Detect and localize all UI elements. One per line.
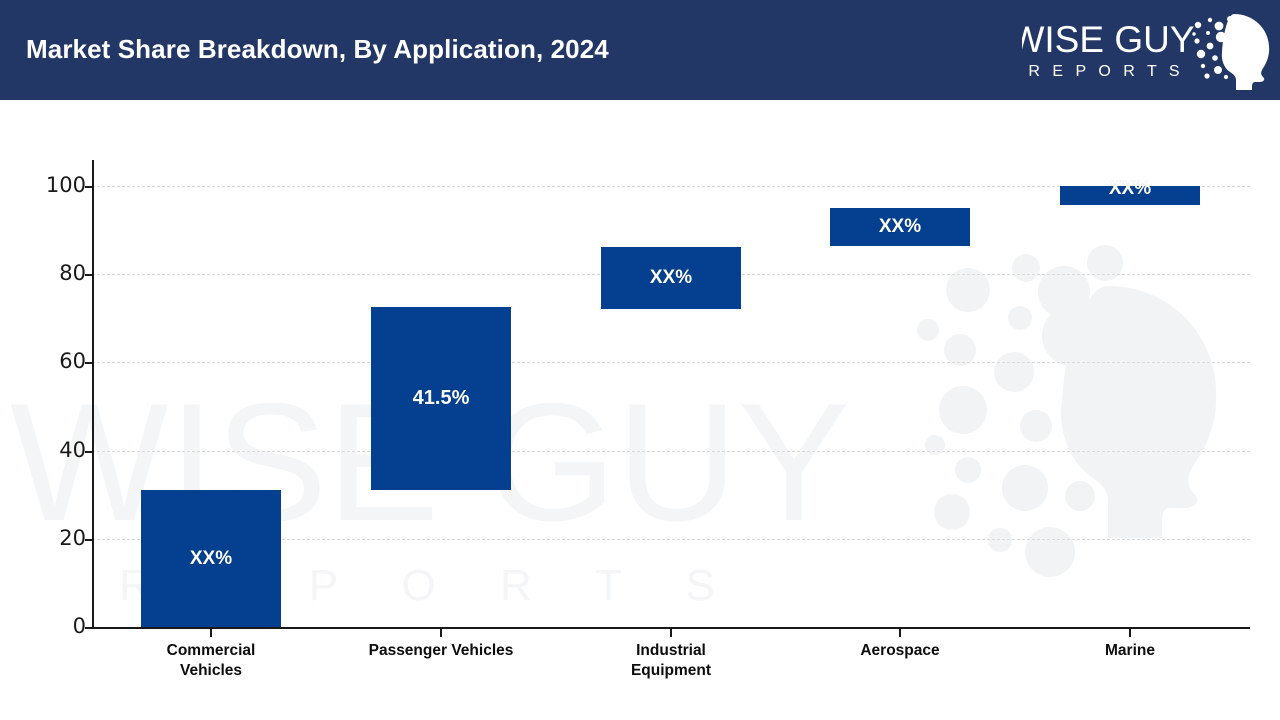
y-tick-label-80: 80 bbox=[59, 261, 86, 285]
x-tick-mark-aerospace bbox=[899, 629, 901, 637]
x-tick-label-commercial-vehicles: Commercial Vehicles bbox=[96, 641, 326, 681]
gridline-100 bbox=[92, 186, 1250, 187]
wise-guy-reports-logo: WISE GUY R E P O R T S bbox=[1009, 8, 1274, 92]
bar-label-aerospace: XX% bbox=[878, 216, 922, 237]
y-tick-mark-40 bbox=[85, 451, 92, 453]
x-tick-label-passenger-vehicles: Passenger Vehicles bbox=[326, 641, 556, 661]
logo-head-icon bbox=[1221, 14, 1270, 90]
logo-svg: WISE GUY R E P O R T S bbox=[1009, 14, 1270, 90]
page-title: Market Share Breakdown, By Application, … bbox=[26, 34, 609, 64]
x-tick-label-aerospace: Aerospace bbox=[785, 641, 1015, 661]
y-tick-label-60: 60 bbox=[59, 349, 86, 373]
x-tick-label-line-2: Vehicles bbox=[179, 662, 243, 679]
bar-label-passenger-vehicles: 41.5% bbox=[412, 387, 470, 409]
y-tick-mark-80 bbox=[85, 274, 92, 276]
x-tick-mark-commercial-vehicles bbox=[210, 629, 212, 637]
x-tick-label-industrial-equipment: Industrial Equipment bbox=[556, 641, 786, 681]
x-tick-mark-marine bbox=[1129, 629, 1131, 637]
gridline-20 bbox=[92, 539, 1250, 540]
x-tick-label-line-1: Aerospace bbox=[860, 642, 940, 659]
watermark-head-icon bbox=[1061, 286, 1217, 538]
x-axis-spine bbox=[92, 627, 1250, 629]
y-tick-label-20: 20 bbox=[59, 526, 86, 550]
x-tick-mark-passenger-vehicles bbox=[440, 629, 442, 637]
gridline-40 bbox=[92, 451, 1250, 452]
y-tick-mark-20 bbox=[85, 539, 92, 541]
x-tick-label-line-1: Passenger Vehicles bbox=[368, 642, 514, 659]
y-tick-label-0: 0 bbox=[72, 614, 86, 638]
y-axis-spine bbox=[92, 160, 94, 629]
bar-industrial-equipment[interactable]: XX% bbox=[601, 247, 741, 309]
bar-marine[interactable]: XX% bbox=[1060, 178, 1200, 205]
logo-wordmark-secondary: R E P O R T S bbox=[1028, 63, 1183, 80]
chart-plot-area: WISE GUY R E P O R T S 100 80 60 40 20 0… bbox=[0, 100, 1280, 720]
gridline-60 bbox=[92, 362, 1250, 363]
y-tick-mark-0 bbox=[85, 627, 92, 629]
x-tick-label-line-1: Marine bbox=[1105, 642, 1155, 659]
x-tick-label-line-1: Industrial bbox=[636, 642, 706, 659]
page-header: Market Share Breakdown, By Application, … bbox=[0, 0, 1280, 100]
bar-label-commercial-vehicles: XX% bbox=[189, 547, 233, 569]
y-tick-mark-100 bbox=[85, 186, 92, 188]
bar-passenger-vehicles[interactable]: 41.5% bbox=[371, 307, 511, 490]
watermark-dot-cloud-icon bbox=[917, 245, 1123, 577]
x-tick-label-line-1: Commercial bbox=[166, 642, 256, 659]
y-tick-mark-60 bbox=[85, 362, 92, 364]
bar-commercial-vehicles[interactable]: XX% bbox=[141, 490, 281, 627]
x-tick-label-line-2: Equipment bbox=[630, 662, 712, 679]
y-tick-label-100: 100 bbox=[45, 173, 86, 197]
x-tick-mark-industrial-equipment bbox=[670, 629, 672, 637]
bar-label-industrial-equipment: XX% bbox=[649, 267, 693, 288]
bar-aerospace[interactable]: XX% bbox=[830, 208, 970, 246]
x-tick-label-marine: Marine bbox=[1015, 641, 1245, 661]
y-tick-label-40: 40 bbox=[59, 438, 86, 462]
bar-label-marine: XX% bbox=[1108, 178, 1152, 199]
logo-wordmark-primary: WISE GUY bbox=[1022, 19, 1195, 60]
